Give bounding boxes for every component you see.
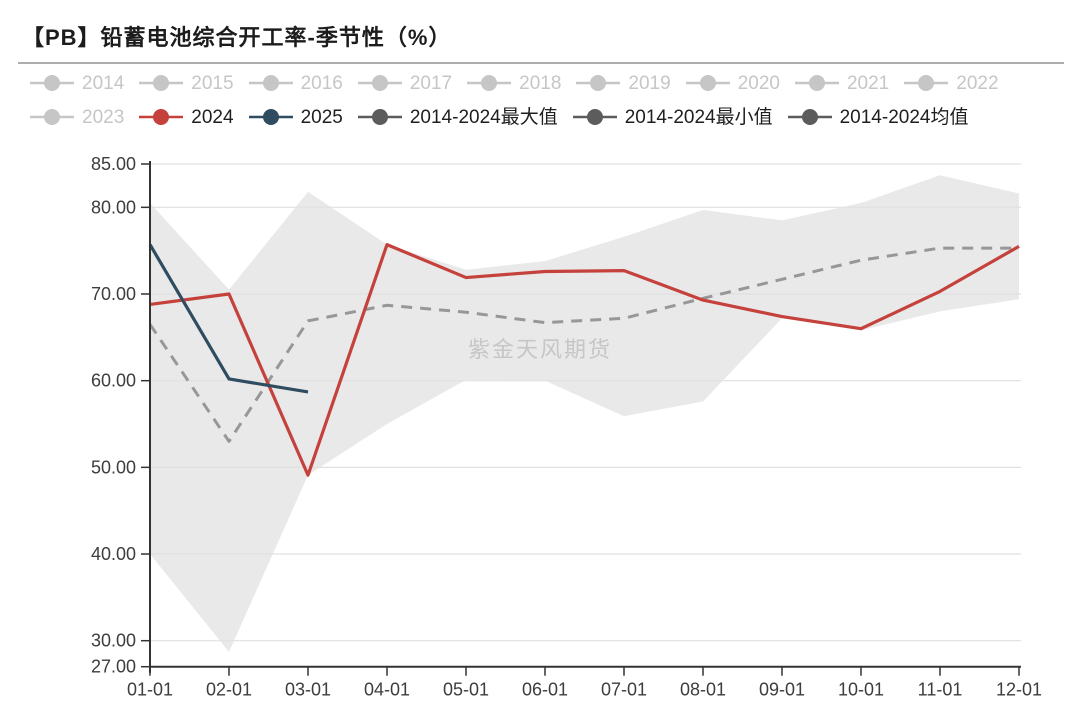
legend-item-2025[interactable]: 2025 — [248, 106, 343, 128]
legend-item-2014[interactable]: 2014 — [30, 74, 124, 93]
legend-row-2: 2023 2024 2025 2014-2024最大值 2014-2024最小值 2014… — [30, 100, 1070, 134]
legend-marker-icon — [30, 75, 74, 91]
legend-item-2024[interactable]: 2024 — [139, 106, 234, 128]
legend-item-2020[interactable]: 2020 — [685, 72, 780, 94]
legend-item-2022[interactable]: 2022 — [904, 72, 999, 94]
legend-label: 2014-2024最大值 — [409, 106, 558, 128]
legend-item-2021[interactable]: 2021 — [794, 72, 890, 94]
title-separator — [18, 62, 1064, 64]
legend-item-2018[interactable]: 2018 — [467, 74, 561, 93]
x-tick-label-10-01: 10-01 — [838, 680, 884, 700]
legend-label: 2015 — [191, 72, 234, 94]
y-tick-label-85.00: 85.00 — [91, 154, 136, 174]
x-tick-label-06-01: 06-01 — [522, 680, 568, 700]
legend-label: 2017 — [409, 72, 453, 94]
series-line-2024 — [149, 243, 1020, 477]
legend-marker-icon — [794, 75, 839, 91]
legend-marker-icon — [572, 109, 617, 125]
legend-marker-icon — [904, 75, 949, 91]
chart-title: 【PB】铅蓄电池综合开工率-季节性（%） — [22, 25, 452, 50]
y-tick-label-27.00: 27.00 — [91, 657, 136, 677]
legend-label: 2022 — [956, 72, 999, 94]
x-tick-label-03-01: 03-01 — [285, 680, 331, 700]
x-tick-label-08-01: 08-01 — [680, 680, 726, 700]
y-tick-label-60.00: 60.00 — [91, 371, 136, 391]
x-tick-label-02-01: 02-01 — [206, 680, 252, 700]
legend-item-2023[interactable]: 2023 — [30, 108, 124, 127]
y-tick-label-50.00: 50.00 — [91, 457, 136, 477]
legend-label: 2018 — [519, 72, 562, 94]
x-tick-label-12-01: 12-01 — [996, 680, 1042, 700]
x-tick-label-05-01: 05-01 — [443, 680, 489, 700]
legend-label: 2014-2024均值 — [839, 106, 969, 128]
legend-marker-icon — [248, 75, 293, 91]
legend-marker-icon — [467, 75, 512, 91]
legend-marker-icon — [576, 75, 621, 91]
legend-label: 2021 — [846, 72, 890, 94]
x-tick-label-01-01: 01-01 — [127, 680, 173, 700]
legend-item-2016[interactable]: 2016 — [248, 72, 343, 94]
x-tick-label-04-01: 04-01 — [364, 680, 410, 700]
legend-item-2015[interactable]: 2015 — [139, 72, 234, 94]
series-line-2025 — [148, 243, 309, 394]
legend-marker-icon — [357, 109, 402, 125]
y-tick-label-80.00: 80.00 — [91, 197, 136, 217]
series-line-2014-2024均值 — [148, 246, 1019, 443]
legend-marker-icon — [248, 109, 293, 125]
legend-marker-icon — [139, 75, 184, 91]
legend-marker-icon — [787, 109, 832, 125]
chart-legend: 2014 2015 2016 2017 2018 2019 2020 2021 2022 2023… — [30, 66, 1070, 134]
legend-label: 2014 — [82, 72, 125, 94]
y-tick-label-70.00: 70.00 — [91, 284, 136, 304]
legend-label: 2016 — [300, 72, 343, 94]
legend-row-1: 2014 2015 2016 2017 2018 2019 2020 2021 2022 — [30, 66, 1070, 100]
legend-item-2014-2024均值[interactable]: 2014-2024均值 — [787, 106, 969, 128]
legend-label: 2023 — [82, 106, 125, 128]
legend-item-2014-2024最小值[interactable]: 2014-2024最小值 — [572, 106, 773, 128]
legend-label: 2024 — [191, 106, 234, 128]
legend-item-2014-2024最大值[interactable]: 2014-2024最大值 — [357, 106, 558, 128]
legend-label: 2019 — [628, 72, 671, 94]
legend-marker-icon — [357, 75, 402, 91]
x-tick-label-07-01: 07-01 — [601, 680, 647, 700]
legend-marker-icon — [139, 109, 184, 125]
legend-label: 2020 — [737, 72, 780, 94]
y-tick-label-40.00: 40.00 — [91, 544, 136, 564]
y-tick-label-30.00: 30.00 — [91, 631, 136, 651]
legend-item-2017[interactable]: 2017 — [357, 72, 453, 94]
x-tick-label-09-01: 09-01 — [759, 680, 805, 700]
legend-item-2019[interactable]: 2019 — [576, 72, 671, 94]
legend-marker-icon — [685, 75, 730, 91]
x-tick-label-11-01: 11-01 — [918, 680, 963, 700]
legend-marker-icon — [30, 109, 74, 125]
legend-label: 2025 — [300, 106, 343, 128]
legend-label: 2014-2024最小值 — [624, 106, 773, 128]
